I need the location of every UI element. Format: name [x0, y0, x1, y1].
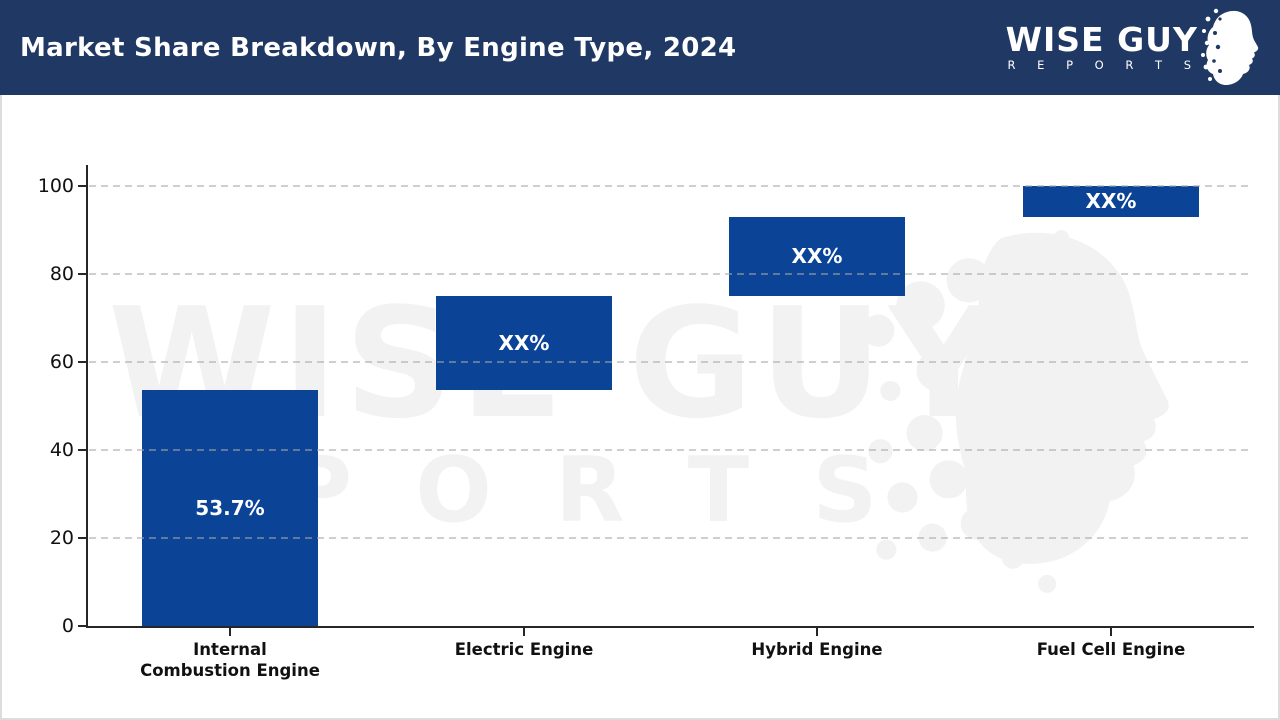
brand-logo-text: WISE GUY R E P O R T S — [1004, 23, 1201, 72]
brand-logo-line2: R E P O R T S — [1007, 57, 1200, 72]
brand-logo: WISE GUY R E P O R T S — [1004, 7, 1267, 89]
header-bar: Market Share Breakdown, By Engine Type, … — [0, 0, 1280, 95]
chart-canvas — [0, 95, 1280, 720]
brand-logo-line1: WISE GUY — [1005, 20, 1198, 60]
wiseguy-face-icon — [1201, 8, 1259, 85]
page-title: Market Share Breakdown, By Engine Type, … — [20, 32, 737, 63]
